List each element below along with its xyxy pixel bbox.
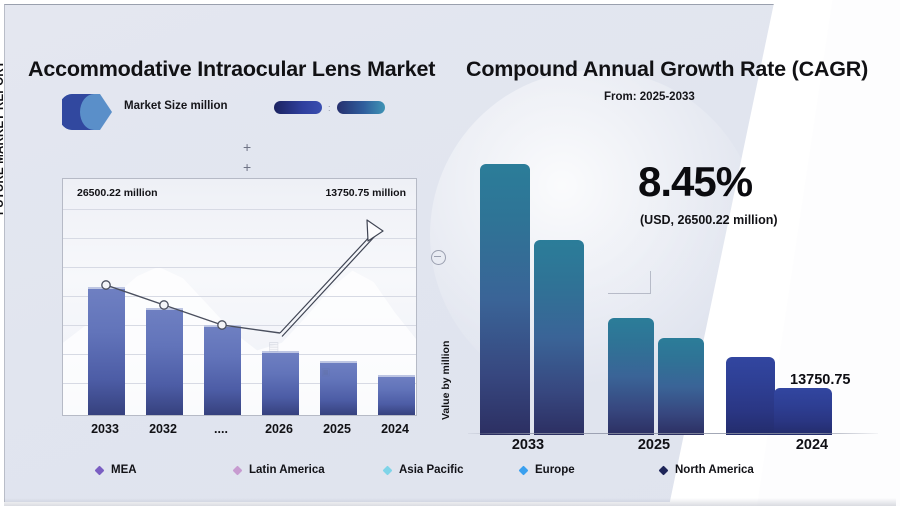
- left-y-axis-label: FUTURE MARKET REPORT: [0, 60, 6, 215]
- gridline: [63, 238, 416, 239]
- market-size-legend-label: Market Size million: [124, 100, 228, 112]
- region-legend: MEA Latin America Asia Pacific Europe No…: [82, 464, 802, 486]
- rbar-2024-b: [774, 388, 832, 435]
- legend-swatch-north-america: [658, 465, 669, 475]
- legend-pill-separator: :: [328, 102, 331, 113]
- rbar-2024-a: [726, 357, 775, 435]
- legend-item-mea: MEA: [94, 464, 137, 476]
- x-label-2032: 2032: [149, 422, 177, 436]
- right-value-annotation: 13750.75 million: [325, 187, 406, 199]
- minus-circle-icon: [431, 250, 446, 265]
- gridline: [63, 267, 416, 268]
- legend-label-asia-pacific: Asia Pacific: [399, 464, 464, 476]
- x-label-dots: ....: [214, 422, 228, 436]
- right-chart-baseline: [468, 433, 878, 434]
- right-x-label-2025: 2025: [637, 437, 671, 453]
- rbar-2025-a: [608, 318, 654, 435]
- bar-2024: [378, 375, 415, 415]
- bracket-decoration: [608, 271, 651, 294]
- hexagon-lens-logo-icon: [62, 94, 112, 130]
- plus-icon: +: [243, 159, 252, 175]
- legend-swatch-mea: [94, 465, 105, 475]
- bottom-shadow: [4, 498, 896, 506]
- legend-label-north-america: North America: [675, 464, 754, 476]
- left-page-title: Accommodative Intraocular Lens Market: [28, 57, 436, 81]
- left-y-axis-label-right: Value by million: [440, 340, 452, 420]
- legend-swatch-asia-pacific: [382, 465, 393, 475]
- legend-swatch-europe: [518, 465, 529, 475]
- rbar-2033-a: [480, 164, 530, 435]
- gridline: [63, 296, 416, 297]
- x-label-2025: 2025: [323, 422, 351, 436]
- legend-pill-primary: [274, 101, 322, 114]
- legend-item-north-america: North America: [658, 464, 754, 476]
- watermark-icon: ▣: [321, 367, 331, 378]
- bar-2025: [320, 361, 357, 415]
- right-page-title: Compound Annual Growth Rate (CAGR): [466, 57, 869, 81]
- cagr-note: (USD, 26500.22 million): [640, 213, 778, 227]
- bar-2026: [262, 351, 299, 415]
- legend-swatch-latin-america: [232, 465, 243, 475]
- right-subtitle: From: 2025-2033: [604, 91, 695, 103]
- x-label-2026: 2026: [265, 422, 293, 436]
- legend-pill-secondary: [336, 101, 385, 114]
- legend-label-europe: Europe: [535, 464, 575, 476]
- cagr-value: 8.45%: [638, 158, 753, 205]
- rbar-2025-b: [658, 338, 704, 435]
- gridline: [63, 209, 416, 210]
- plus-icon: +: [243, 139, 252, 155]
- bar-dots: [204, 325, 241, 415]
- x-label-2024: 2024: [381, 422, 409, 436]
- right-end-value-label: 13750.75: [790, 372, 851, 388]
- trend-line-overlay: [101, 219, 384, 337]
- legend-item-asia-pacific: Asia Pacific: [382, 464, 464, 476]
- bar-2032: [146, 308, 183, 415]
- legend-item-latin-america: Latin America: [232, 464, 325, 476]
- watermark-icon: ▤: [268, 339, 280, 353]
- legend-label-mea: MEA: [111, 464, 137, 476]
- legend-label-latin-america: Latin America: [249, 464, 325, 476]
- legend-item-europe: Europe: [518, 464, 575, 476]
- left-x-axis-labels: 2033 2032 .... 2026 2025 2024: [62, 422, 417, 444]
- right-x-label-2033: 2033: [511, 437, 545, 453]
- left-bar-chart: 26500.22 million 13750.75 million ▤ ▣: [62, 178, 417, 416]
- right-bar-chart: [472, 150, 872, 435]
- x-label-2033: 2033: [91, 422, 119, 436]
- legend-pill-group: :: [274, 101, 385, 114]
- right-x-label-2024: 2024: [795, 437, 829, 453]
- left-value-annotation: 26500.22 million: [77, 187, 158, 199]
- rbar-2033-b: [534, 240, 584, 435]
